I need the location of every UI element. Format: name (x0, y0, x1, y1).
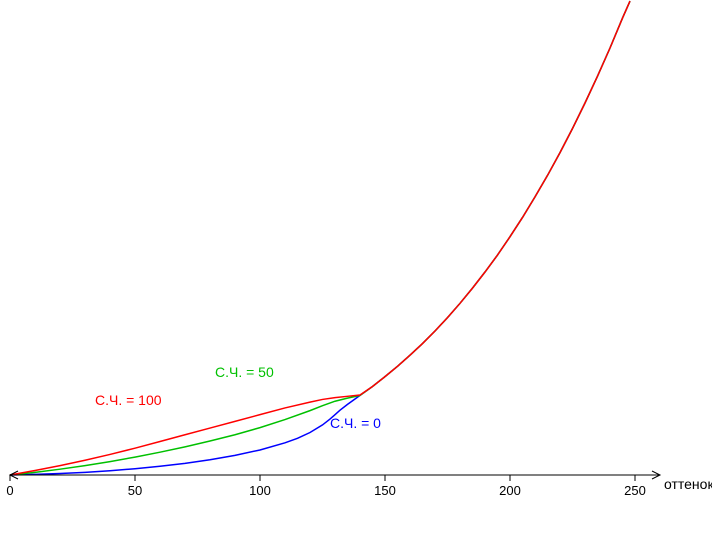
series-annotation: С.Ч. = 0 (330, 415, 381, 431)
curves-chart: 0 50 100 150 200 250 оттенок С.Ч. = 100 С.Ч. = 5… (0, 0, 712, 541)
xtick-label: 0 (6, 483, 13, 498)
xtick-label: 200 (499, 483, 521, 498)
x-axis-label: оттенок (664, 476, 712, 492)
xtick-label: 250 (624, 483, 646, 498)
xtick-label: 150 (374, 483, 396, 498)
series-annotation: С.Ч. = 100 (95, 392, 162, 408)
xtick-label: 100 (249, 483, 271, 498)
xtick-label: 50 (128, 483, 142, 498)
series-annotation: С.Ч. = 50 (215, 364, 274, 380)
